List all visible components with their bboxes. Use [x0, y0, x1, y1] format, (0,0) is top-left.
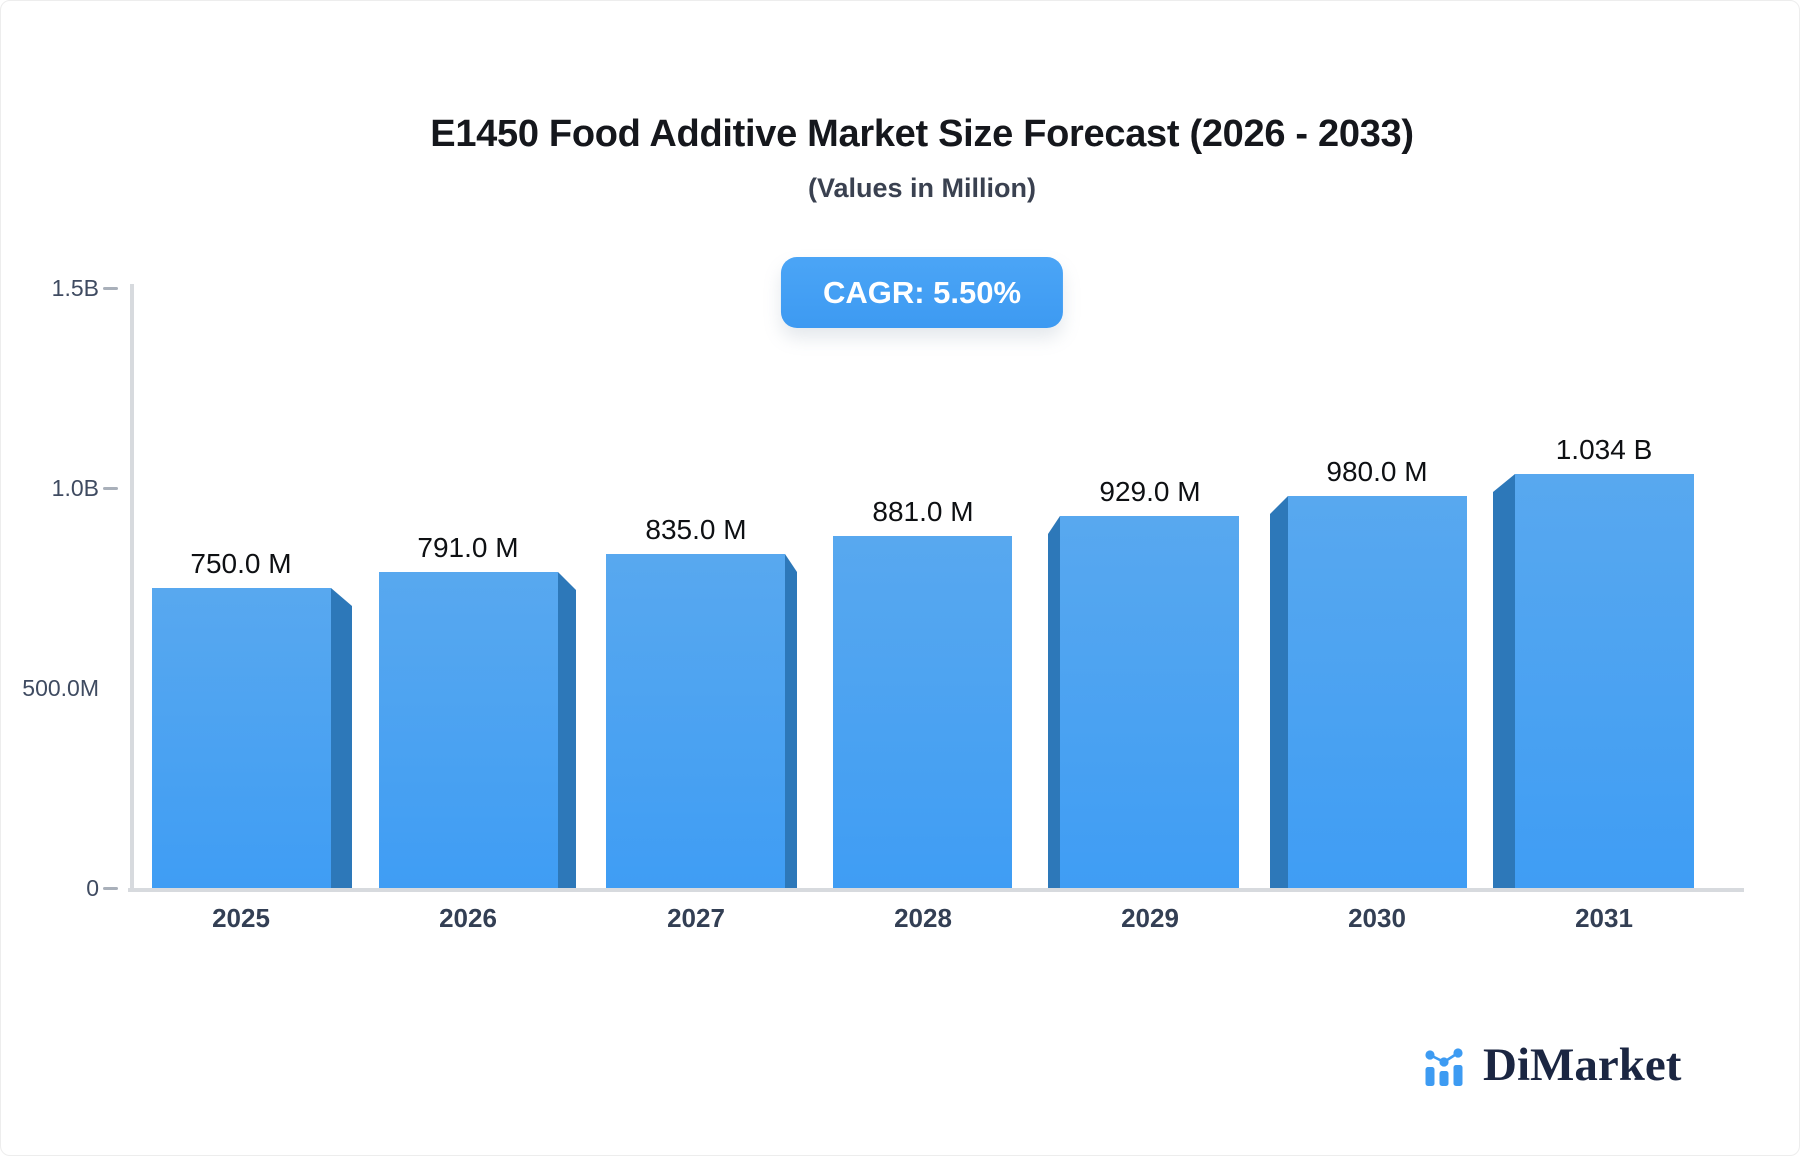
x-tick-label: 2030 — [1348, 903, 1406, 933]
bar-side-face — [1048, 516, 1060, 888]
bar-side-face — [1493, 474, 1515, 888]
bar-2031[interactable] — [1515, 474, 1694, 888]
bar-2026[interactable] — [379, 572, 558, 888]
bar-value-label: 1.034 B — [1555, 434, 1653, 465]
y-axis-line — [130, 284, 134, 892]
cagr-badge: CAGR: 5.50% — [780, 257, 1064, 328]
y-tick-mark — [103, 487, 118, 490]
bar-value-label: 980.0 M — [1326, 456, 1428, 487]
bar-value-label: 881.0 M — [872, 496, 974, 527]
y-tick-mark — [103, 887, 118, 890]
dimarket-logo: DiMarket — [1422, 1039, 1682, 1091]
y-tick-label: 0 — [86, 875, 99, 901]
brand-name: DiMarket — [1483, 1039, 1682, 1091]
x-tick-label: 2029 — [1121, 903, 1179, 933]
bar-2027[interactable] — [606, 554, 785, 888]
y-tick-mark — [103, 287, 118, 290]
x-tick-label: 2028 — [894, 903, 952, 933]
bar-side-face — [1270, 496, 1288, 888]
bar-value-label: 835.0 M — [645, 514, 747, 545]
bar-value-label: 929.0 M — [1099, 476, 1201, 507]
bar-value-label: 791.0 M — [417, 532, 519, 563]
bar-side-face — [558, 572, 576, 888]
y-tick-label: 1.0B — [51, 475, 99, 501]
bar-side-face — [785, 554, 797, 888]
y-tick-label: 500.0M — [22, 675, 99, 701]
x-tick-label: 2025 — [212, 903, 270, 933]
x-tick-label: 2027 — [667, 903, 725, 933]
bar-value-label: 750.0 M — [190, 548, 292, 579]
bar-2029[interactable] — [1060, 516, 1239, 888]
bar-side-face — [331, 588, 352, 888]
x-tick-label: 2026 — [439, 903, 497, 933]
chart-title: E1450 Food Additive Market Size Forecast… — [430, 113, 1414, 155]
bar-chart-logo-icon — [1425, 1048, 1463, 1086]
x-axis-baseline — [128, 888, 1744, 892]
bar-2030[interactable] — [1288, 496, 1467, 888]
bar-2025[interactable] — [152, 588, 331, 888]
bar-2028[interactable] — [833, 536, 1012, 888]
chart-subtitle: (Values in Million) — [807, 173, 1037, 203]
x-tick-label: 2031 — [1575, 903, 1633, 933]
y-tick-label: 1.5B — [51, 275, 99, 301]
